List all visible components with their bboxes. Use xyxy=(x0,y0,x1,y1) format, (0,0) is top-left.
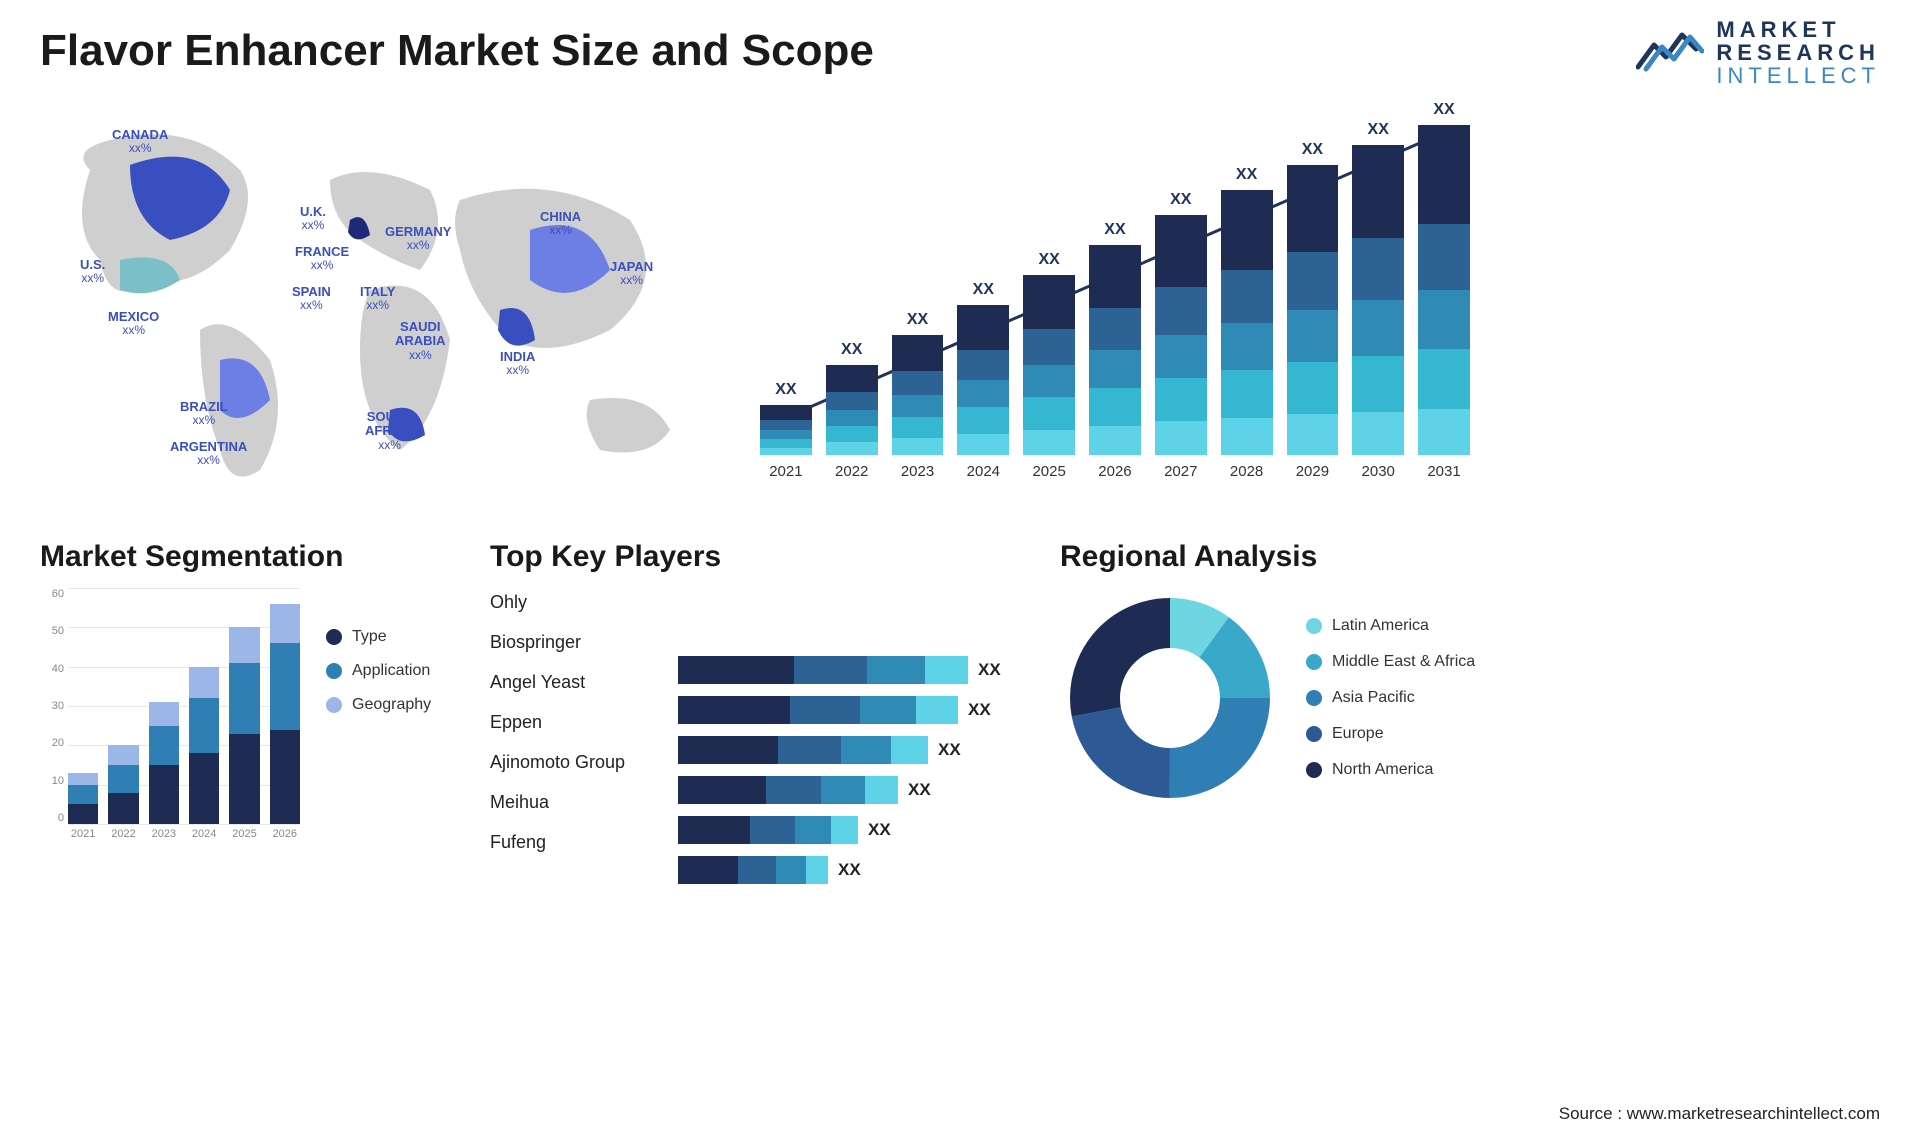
map-label: BRAZILxx% xyxy=(180,400,228,427)
segmentation-chart: 6050403020100 202120222023202420252026 xyxy=(40,588,300,848)
map-label: SOUTHAFRICAxx% xyxy=(365,410,414,452)
players-bars: XX XX XX XX XX XX xyxy=(678,588,1050,884)
legend-item: Geography xyxy=(326,696,431,714)
growth-bar: XX2029 xyxy=(1287,141,1339,480)
legend-item: Asia Pacific xyxy=(1306,689,1475,707)
legend-item: Application xyxy=(326,662,431,680)
player-bar: XX xyxy=(678,696,1050,724)
players-labels: Ohly Biospringer Angel Yeast Eppen Ajinomoto… xyxy=(490,588,660,884)
player-label: Ajinomoto Group xyxy=(490,748,660,776)
growth-bar: XX2031 xyxy=(1418,101,1470,480)
source-attribution: Source : www.marketresearchintellect.com xyxy=(1559,1104,1880,1124)
segmentation-legend: Type Application Geography xyxy=(326,628,431,848)
map-label: FRANCExx% xyxy=(295,245,349,272)
map-label: MEXICOxx% xyxy=(108,310,159,337)
player-label: Fufeng xyxy=(490,828,660,856)
legend-item: North America xyxy=(1306,761,1475,779)
player-label: Angel Yeast xyxy=(490,668,660,696)
player-label: Eppen xyxy=(490,708,660,736)
regional-donut xyxy=(1060,588,1280,808)
world-map-panel: CANADAxx% U.S.xx%MEXICOxx% BRAZILxx% ARGENT… xyxy=(30,110,730,510)
legend-item: Type xyxy=(326,628,431,646)
segmentation-bar xyxy=(149,702,179,824)
growth-bar: XX2025 xyxy=(1023,251,1075,480)
legend-item: Europe xyxy=(1306,725,1475,743)
map-label: ARGENTINAxx% xyxy=(170,440,247,467)
growth-bar: XX2026 xyxy=(1089,221,1141,480)
player-label: Ohly xyxy=(490,588,660,616)
key-players-panel: Top Key Players Ohly Biospringer Angel Yea… xyxy=(490,540,1050,884)
growth-bar: XX2027 xyxy=(1155,191,1207,480)
player-bar: XX xyxy=(678,816,1050,844)
legend-item: Latin America xyxy=(1306,617,1475,635)
map-label: CANADAxx% xyxy=(112,128,168,155)
legend-item: Middle East & Africa xyxy=(1306,653,1475,671)
regional-panel: Regional Analysis Latin America Middle Ea… xyxy=(1060,540,1480,808)
regional-title: Regional Analysis xyxy=(1060,540,1480,574)
map-label: U.K.xx% xyxy=(300,205,326,232)
map-label: SAUDIARABIAxx% xyxy=(395,320,446,362)
regional-legend: Latin America Middle East & Africa Asia Pa… xyxy=(1306,617,1475,779)
map-label: ITALYxx% xyxy=(360,285,395,312)
logo-text: MARKET RESEARCH INTELLECT xyxy=(1716,18,1880,87)
growth-bar: XX2024 xyxy=(957,281,1009,480)
segmentation-bar xyxy=(229,627,259,824)
logo-icon xyxy=(1636,27,1704,78)
player-bar: XX xyxy=(678,856,1050,884)
segmentation-title: Market Segmentation xyxy=(40,540,470,574)
segmentation-panel: Market Segmentation 6050403020100 202120… xyxy=(40,540,470,848)
map-label: JAPANxx% xyxy=(610,260,653,287)
segmentation-bar xyxy=(108,745,138,824)
map-label: INDIAxx% xyxy=(500,350,535,377)
growth-bar: XX2028 xyxy=(1221,166,1273,480)
brand-logo: MARKET RESEARCH INTELLECT xyxy=(1636,18,1880,87)
map-label: GERMANYxx% xyxy=(385,225,451,252)
player-bar: XX xyxy=(678,776,1050,804)
growth-bar: XX2022 xyxy=(826,341,878,480)
page-title: Flavor Enhancer Market Size and Scope xyxy=(40,26,874,76)
player-bar: XX xyxy=(678,736,1050,764)
map-label: SPAINxx% xyxy=(292,285,331,312)
key-players-title: Top Key Players xyxy=(490,540,1050,574)
growth-bar: XX2030 xyxy=(1352,121,1404,480)
growth-bar: XX2023 xyxy=(892,311,944,480)
map-label: CHINAxx% xyxy=(540,210,581,237)
segmentation-bar xyxy=(68,773,98,824)
segmentation-bar xyxy=(270,604,300,824)
segmentation-bar xyxy=(189,667,219,824)
map-label: U.S.xx% xyxy=(80,258,105,285)
player-label: Meihua xyxy=(490,788,660,816)
player-bar: XX xyxy=(678,656,1050,684)
growth-bar: XX2021 xyxy=(760,381,812,480)
growth-bar-chart: XX2021 XX2022 XX2023XX2024 XX2025 XX2026 XX20… xyxy=(760,110,1470,510)
player-label: Biospringer xyxy=(490,628,660,656)
